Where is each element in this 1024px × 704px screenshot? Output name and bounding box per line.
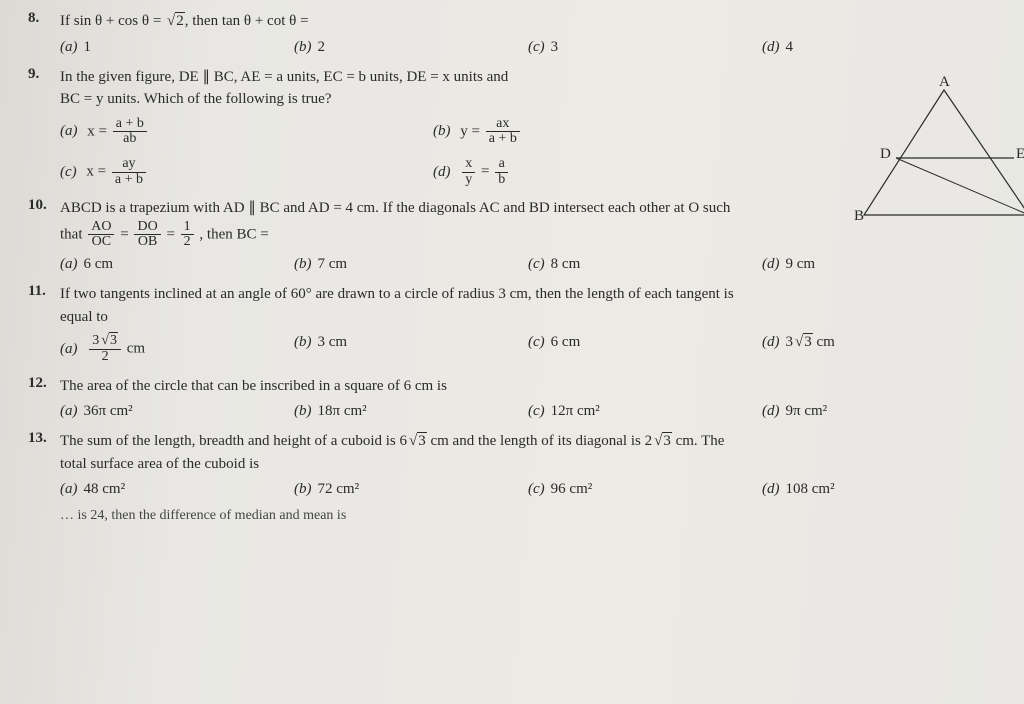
q9-stem-line1: In the given figure, DE ∥ BC, AE = a uni… bbox=[60, 66, 806, 89]
q8-opt-b: (b)2 bbox=[294, 39, 528, 56]
q12-opt-b: (b)18π cm² bbox=[294, 403, 528, 420]
q10-num: 10. bbox=[28, 197, 47, 214]
sqrt-icon: 3 bbox=[407, 430, 427, 453]
q11-opt-b: (b)3 cm bbox=[294, 334, 528, 364]
frac: xy bbox=[462, 157, 475, 187]
q12-num: 12. bbox=[28, 375, 47, 392]
q13-options: (a)48 cm² (b)72 cm² (c)96 cm² (d)108 cm² bbox=[60, 481, 996, 498]
q11-opt-d: (d)33 cm bbox=[762, 334, 996, 364]
q12-stem: The area of the circle that can be inscr… bbox=[60, 375, 996, 398]
q10-stem-line1: ABCD is a trapezium with AD ∥ BC and AD … bbox=[60, 197, 996, 220]
q10-stem: ABCD is a trapezium with AD ∥ BC and AD … bbox=[60, 197, 996, 250]
question-8: 8. If sin θ + cos θ = 2, then tan θ + co… bbox=[60, 10, 996, 56]
q11-stem: If two tangents inclined at an angle of … bbox=[60, 283, 996, 328]
q10-options: (a)6 cm (b)7 cm (c)8 cm (d)9 cm bbox=[60, 256, 996, 273]
question-13: 13. The sum of the length, breadth and h… bbox=[60, 430, 996, 498]
q8-stem: If sin θ + cos θ = 2, then tan θ + cot θ… bbox=[60, 10, 996, 33]
question-12: 12. The area of the circle that can be i… bbox=[60, 375, 996, 421]
q8-num: 8. bbox=[28, 10, 39, 27]
q10-opt-a: (a)6 cm bbox=[60, 256, 294, 273]
q13-opt-d: (d)108 cm² bbox=[762, 481, 996, 498]
frac: ab bbox=[495, 157, 508, 187]
q13-stem-line2: total surface area of the cuboid is bbox=[60, 453, 996, 476]
question-10: 10. ABCD is a trapezium with AD ∥ BC and… bbox=[60, 197, 996, 273]
q12-opt-c: (c)12π cm² bbox=[528, 403, 762, 420]
q8-options: (a)1 (b)2 (c)3 (d)4 bbox=[60, 39, 996, 56]
q9-num: 9. bbox=[28, 66, 39, 83]
q9-opt-b: (b) y = axa + b bbox=[433, 117, 806, 147]
q8-stem-pre: If sin θ + cos θ = bbox=[60, 13, 165, 29]
question-11: 11. If two tangents inclined at an angle… bbox=[60, 283, 996, 364]
q10-opt-b: (b)7 cm bbox=[294, 256, 528, 273]
q9-opt-d: (d) xy = ab bbox=[433, 157, 806, 187]
q12-opt-a: (a)36π cm² bbox=[60, 403, 294, 420]
vertex-A: A bbox=[939, 74, 950, 91]
q9-stem: In the given figure, DE ∥ BC, AE = a uni… bbox=[60, 66, 806, 111]
sqrt-icon: 3 bbox=[652, 430, 672, 453]
q12-opt-d: (d)9π cm² bbox=[762, 403, 996, 420]
q9-options: (a) x = a + bab (b) y = axa + b (c) x = … bbox=[60, 117, 806, 188]
frac: 33 2 bbox=[89, 334, 121, 364]
vertex-E: E bbox=[1016, 146, 1024, 163]
q11-stem-line1: If two tangents inclined at an angle of … bbox=[60, 283, 996, 306]
q13-opt-a: (a)48 cm² bbox=[60, 481, 294, 498]
sqrt-2: 2 bbox=[165, 10, 185, 33]
q9-stem-line2: BC = y units. Which of the following is … bbox=[60, 88, 806, 111]
q10-stem-line2: that AOOC = DOOB = 12 , then BC = bbox=[60, 220, 996, 250]
vertex-D: D bbox=[880, 146, 891, 163]
q13-stem-line1: The sum of the length, breadth and heigh… bbox=[60, 430, 996, 453]
sqrt-icon: 3 bbox=[99, 334, 118, 349]
frac: AOOC bbox=[88, 220, 114, 250]
q8-opt-c: (c)3 bbox=[528, 39, 762, 56]
q11-stem-line2: equal to bbox=[60, 306, 996, 329]
q8-opt-d: (d)4 bbox=[762, 39, 996, 56]
frac: aya + b bbox=[112, 157, 146, 187]
q8-opt-a: (a)1 bbox=[60, 39, 294, 56]
q8-stem-post: , then tan θ + cot θ = bbox=[185, 13, 309, 29]
q9-opt-a: (a) x = a + bab bbox=[60, 117, 433, 147]
cutoff-text: … is 24, then the difference of median a… bbox=[60, 508, 996, 524]
frac: a + bab bbox=[113, 117, 147, 147]
q11-opt-c: (c)6 cm bbox=[528, 334, 762, 364]
q11-options: (a) 33 2 cm (b)3 cm (c)6 cm (d)33 cm bbox=[60, 334, 996, 364]
frac: axa + b bbox=[486, 117, 520, 147]
q11-num: 11. bbox=[28, 283, 46, 300]
q11-opt-a: (a) 33 2 cm bbox=[60, 334, 294, 364]
q13-num: 13. bbox=[28, 430, 47, 447]
q10-opt-d: (d)9 cm bbox=[762, 256, 996, 273]
q12-options: (a)36π cm² (b)18π cm² (c)12π cm² (d)9π c… bbox=[60, 403, 996, 420]
sqrt-icon: 3 bbox=[793, 334, 813, 351]
q9-opt-c: (c) x = aya + b bbox=[60, 157, 433, 187]
frac: DOOB bbox=[134, 220, 160, 250]
q10-opt-c: (c)8 cm bbox=[528, 256, 762, 273]
q13-opt-b: (b)72 cm² bbox=[294, 481, 528, 498]
q13-opt-c: (c)96 cm² bbox=[528, 481, 762, 498]
frac: 12 bbox=[181, 220, 194, 250]
q13-stem: The sum of the length, breadth and heigh… bbox=[60, 430, 996, 475]
